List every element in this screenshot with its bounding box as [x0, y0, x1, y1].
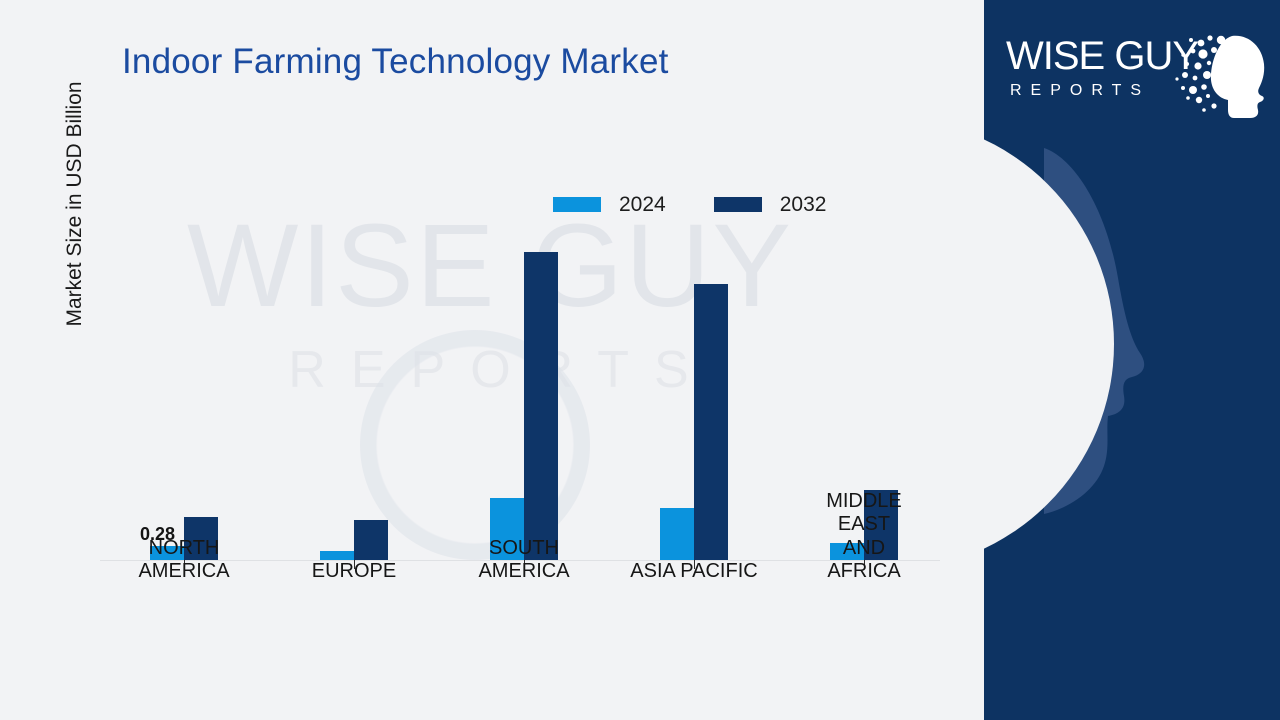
category-label-south-america: SOUTH AMERICA [478, 536, 570, 583]
axis-tick [184, 560, 185, 569]
legend-label-2024: 2024 [619, 193, 666, 216]
bar-2024-asia-pacific[interactable] [660, 508, 694, 560]
brand-panel: WISE GUY REPORTS [962, 0, 1280, 720]
x-axis-line [100, 560, 940, 561]
logo-wordmark: WISE GUY [1006, 34, 1199, 78]
legend-swatch-2024 [553, 197, 601, 212]
chart-panel: WISE GUY REPORTS Indoor Farming Technolo… [63, 42, 940, 583]
category-label-middle-east-and-africa: MIDDLE EAST AND AFRICA [826, 489, 902, 583]
axis-tick [864, 560, 865, 569]
bar-2024-middle-east-and-africa[interactable] [830, 543, 864, 560]
value-label-north-america-2024: 0.28 [140, 524, 176, 544]
bar-2024-south-america[interactable] [490, 498, 524, 560]
legend-item-2032: 2032 [713, 193, 827, 216]
axis-tick [354, 560, 355, 569]
category-label-europe: EUROPE [311, 560, 397, 583]
brand-logo[interactable]: WISE GUY REPORTS [978, 30, 1268, 120]
axis-tick [694, 560, 695, 569]
logo-tagline: REPORTS [1010, 82, 1151, 99]
plot-area: 0.28 NORTH AMERICA EUROPE SOUTH AMERICA [100, 252, 940, 583]
bar-2032-north-america[interactable] [184, 517, 218, 560]
legend-swatch-2032 [713, 197, 762, 212]
legend-item-2024: 2024 [553, 194, 666, 215]
category-label-asia-pacific: ASIA PACIFIC [630, 560, 758, 583]
legend-label-2032: 2032 [779, 193, 827, 216]
bar-2032-south-america[interactable] [524, 252, 558, 560]
bar-2024-europe[interactable] [320, 551, 354, 560]
dotted-head-icon [1175, 35, 1265, 118]
category-label-north-america: NORTH AMERICA [138, 536, 230, 583]
bar-2032-asia-pacific[interactable] [694, 284, 728, 560]
bar-2032-middle-east-and-africa[interactable] [864, 490, 898, 560]
bar-2032-europe[interactable] [354, 520, 388, 560]
page-title: Indoor Farming Technology Market [122, 42, 669, 81]
bar-2024-north-america[interactable] [150, 546, 184, 560]
axis-tick [524, 560, 525, 569]
chart-legend: 2024 2032 [553, 194, 826, 215]
brand-panel-graphics [962, 0, 1280, 720]
white-edge-strip [962, 0, 984, 720]
